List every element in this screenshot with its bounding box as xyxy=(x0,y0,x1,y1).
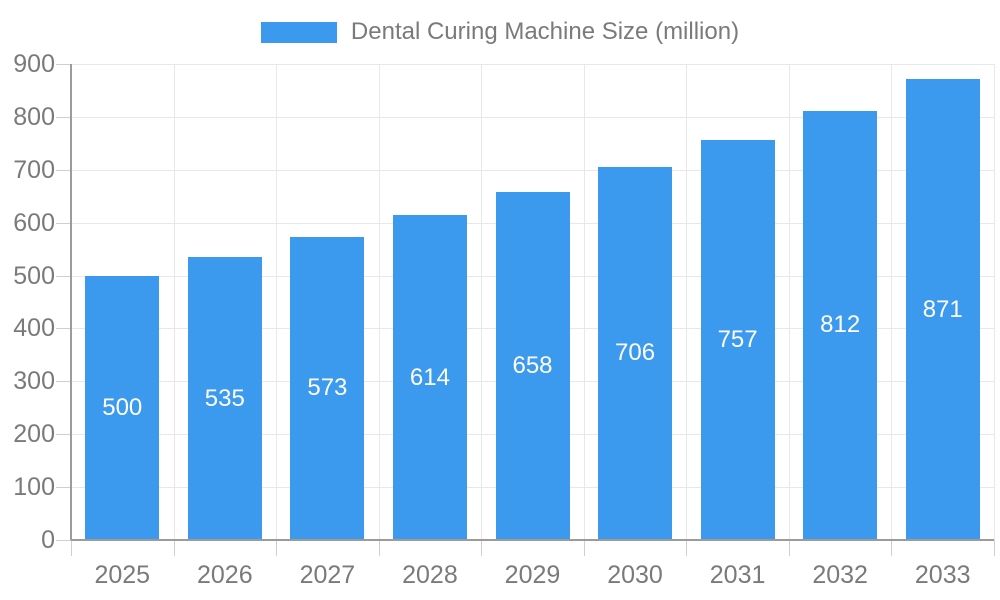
x-tick xyxy=(583,540,585,556)
x-axis-label: 2025 xyxy=(94,561,151,589)
x-tick xyxy=(71,540,72,556)
x-axis-label: 2030 xyxy=(607,561,663,589)
bar-value-label: 812 xyxy=(820,311,861,339)
bar[interactable] xyxy=(392,215,467,540)
bar-value-label: 757 xyxy=(717,325,758,353)
x-tick xyxy=(481,540,483,556)
y-axis-label: 200 xyxy=(13,420,55,449)
y-tick xyxy=(56,540,71,541)
x-axis-label: 2026 xyxy=(197,561,253,589)
y-tick xyxy=(56,116,71,118)
h-gridline xyxy=(71,169,994,171)
x-axis-label: 2033 xyxy=(914,561,971,589)
y-axis-label: 600 xyxy=(13,208,55,237)
v-gridline xyxy=(378,64,380,540)
x-axis-label: 2027 xyxy=(299,561,356,589)
bar[interactable] xyxy=(598,166,673,540)
bar[interactable] xyxy=(290,236,365,540)
v-gridline xyxy=(276,64,278,540)
x-axis-line xyxy=(71,539,994,541)
bar[interactable] xyxy=(700,139,775,540)
v-gridline xyxy=(481,64,483,540)
x-tick xyxy=(276,540,278,556)
y-tick xyxy=(56,381,71,383)
y-axis-label: 500 xyxy=(13,261,55,290)
h-gridline xyxy=(71,116,994,118)
legend-label: Dental Curing Machine Size (million) xyxy=(350,18,740,45)
y-axis-label: 800 xyxy=(13,102,55,131)
bar-value-label: 535 xyxy=(204,384,245,412)
y-axis-label: 700 xyxy=(13,155,55,184)
y-axis-label: 300 xyxy=(13,367,55,396)
x-tick xyxy=(788,540,790,556)
y-tick xyxy=(56,169,71,171)
x-axis-label: 2031 xyxy=(709,561,766,589)
bar[interactable] xyxy=(495,191,570,540)
h-gridline xyxy=(71,64,994,65)
bar[interactable] xyxy=(803,110,878,540)
v-gridline xyxy=(686,64,688,540)
bar-value-label: 706 xyxy=(615,339,656,367)
y-tick xyxy=(56,64,71,65)
y-tick xyxy=(56,328,71,330)
x-tick xyxy=(994,540,995,556)
bar-value-label: 658 xyxy=(512,351,553,379)
v-gridline xyxy=(583,64,585,540)
y-axis-line xyxy=(70,64,72,540)
y-axis-label: 900 xyxy=(13,50,55,78)
bar-value-label: 871 xyxy=(922,295,963,323)
y-axis-label: 400 xyxy=(13,314,55,343)
x-axis-label: 2032 xyxy=(812,561,868,589)
bar[interactable] xyxy=(905,79,980,540)
v-gridline xyxy=(788,64,790,540)
x-axis-label: 2028 xyxy=(402,561,458,589)
y-axis-label: 0 xyxy=(41,526,55,554)
x-tick xyxy=(173,540,175,556)
bar-value-label: 573 xyxy=(307,374,348,402)
bar-value-label: 614 xyxy=(409,363,450,391)
v-gridline xyxy=(994,64,995,540)
y-tick xyxy=(56,275,71,277)
bar[interactable] xyxy=(187,257,262,540)
y-tick xyxy=(56,222,71,224)
v-gridline xyxy=(891,64,893,540)
y-tick xyxy=(56,434,71,436)
legend-swatch xyxy=(260,21,337,43)
x-tick xyxy=(686,540,688,556)
x-tick xyxy=(891,540,893,556)
bar-value-label: 500 xyxy=(102,393,143,421)
v-gridline xyxy=(173,64,175,540)
x-tick xyxy=(378,540,380,556)
bar[interactable] xyxy=(85,275,160,540)
legend[interactable]: Dental Curing Machine Size (million) xyxy=(0,17,1000,47)
x-axis-label: 2029 xyxy=(504,561,561,589)
y-axis-label: 100 xyxy=(13,473,55,502)
y-tick xyxy=(56,487,71,489)
